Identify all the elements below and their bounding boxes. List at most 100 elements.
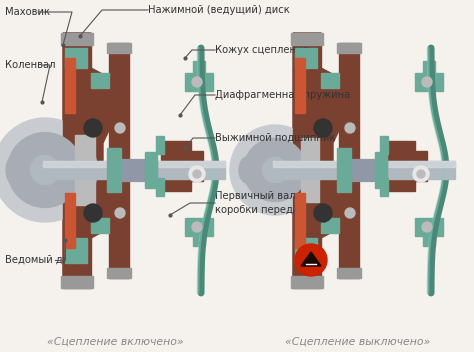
Bar <box>107 43 131 53</box>
Polygon shape <box>293 33 340 288</box>
Bar <box>65 48 87 68</box>
Circle shape <box>244 138 307 201</box>
Circle shape <box>115 208 125 218</box>
Text: Кожух сцепления: Кожух сцепления <box>215 45 309 55</box>
Bar <box>321 73 339 88</box>
Circle shape <box>192 77 202 87</box>
Bar <box>363 159 365 181</box>
Bar <box>337 148 351 192</box>
Bar <box>415 73 443 91</box>
Bar <box>140 159 142 181</box>
Circle shape <box>314 204 332 222</box>
Bar <box>291 33 323 45</box>
Bar <box>109 43 129 278</box>
Bar <box>339 43 359 278</box>
Bar <box>43 161 225 179</box>
Bar <box>378 159 380 181</box>
Bar <box>43 161 225 167</box>
Bar <box>350 159 352 181</box>
Bar <box>361 159 362 181</box>
Bar <box>148 159 149 181</box>
Bar <box>185 218 213 236</box>
Ellipse shape <box>234 151 260 189</box>
Bar <box>138 159 139 181</box>
Bar <box>380 178 388 196</box>
Bar <box>385 141 415 191</box>
Bar <box>161 141 191 191</box>
Bar <box>321 218 339 233</box>
Bar <box>385 159 387 181</box>
Bar <box>373 159 374 181</box>
Bar <box>143 159 145 181</box>
Bar <box>346 159 347 181</box>
Bar <box>120 159 122 181</box>
Circle shape <box>30 156 60 184</box>
Bar <box>337 43 361 53</box>
Circle shape <box>230 125 320 215</box>
Bar <box>273 161 455 167</box>
Bar <box>113 159 115 181</box>
Bar <box>146 159 147 181</box>
Bar <box>155 159 157 181</box>
Bar <box>368 159 370 181</box>
Circle shape <box>189 166 205 182</box>
Bar <box>133 159 135 181</box>
Text: Маховик: Маховик <box>5 7 50 17</box>
Bar <box>193 61 205 73</box>
Bar <box>156 136 164 154</box>
Bar <box>107 148 121 192</box>
Circle shape <box>192 222 202 232</box>
Bar <box>415 218 443 236</box>
Bar <box>375 152 387 188</box>
Circle shape <box>193 170 201 178</box>
Circle shape <box>314 119 332 137</box>
Text: «Сцепление включено»: «Сцепление включено» <box>46 337 183 347</box>
Circle shape <box>263 157 288 183</box>
Polygon shape <box>63 33 110 288</box>
Bar <box>415 151 427 181</box>
Bar <box>295 238 317 263</box>
Bar <box>358 159 359 181</box>
Bar <box>348 159 349 181</box>
Bar <box>273 161 455 179</box>
Bar <box>295 193 305 248</box>
Ellipse shape <box>6 155 24 185</box>
Bar <box>185 73 213 91</box>
Bar <box>353 159 355 181</box>
Bar <box>375 159 377 181</box>
Circle shape <box>345 123 355 133</box>
Bar <box>126 159 127 181</box>
Bar <box>295 58 305 113</box>
Circle shape <box>422 77 432 87</box>
Circle shape <box>417 170 425 178</box>
Circle shape <box>115 123 125 133</box>
Bar <box>65 193 75 248</box>
Bar <box>191 151 203 181</box>
Circle shape <box>295 244 327 276</box>
Bar <box>123 159 125 181</box>
Bar <box>343 159 345 181</box>
Bar <box>383 159 384 181</box>
Bar <box>423 61 435 73</box>
Bar <box>293 33 321 288</box>
Bar <box>118 159 119 181</box>
Bar <box>63 33 91 288</box>
Text: Первичный вал
коробки передач: Первичный вал коробки передач <box>215 191 305 215</box>
Bar <box>371 159 372 181</box>
Circle shape <box>8 133 82 207</box>
Bar <box>130 159 132 181</box>
Bar <box>301 138 319 202</box>
Bar <box>381 159 382 181</box>
Polygon shape <box>301 252 321 266</box>
Bar <box>61 33 93 45</box>
Bar <box>295 48 317 68</box>
Bar <box>145 152 157 188</box>
Bar <box>65 238 87 263</box>
Text: Диафрагменная пружина: Диафрагменная пружина <box>215 90 350 100</box>
Text: Ведомый диск: Ведомый диск <box>5 255 81 265</box>
Bar <box>365 159 367 181</box>
Ellipse shape <box>1 149 29 191</box>
Text: Нажимной (ведущий) диск: Нажимной (ведущий) диск <box>148 5 290 15</box>
Circle shape <box>413 166 429 182</box>
Text: «Сцепление выключено»: «Сцепление выключено» <box>285 337 430 347</box>
